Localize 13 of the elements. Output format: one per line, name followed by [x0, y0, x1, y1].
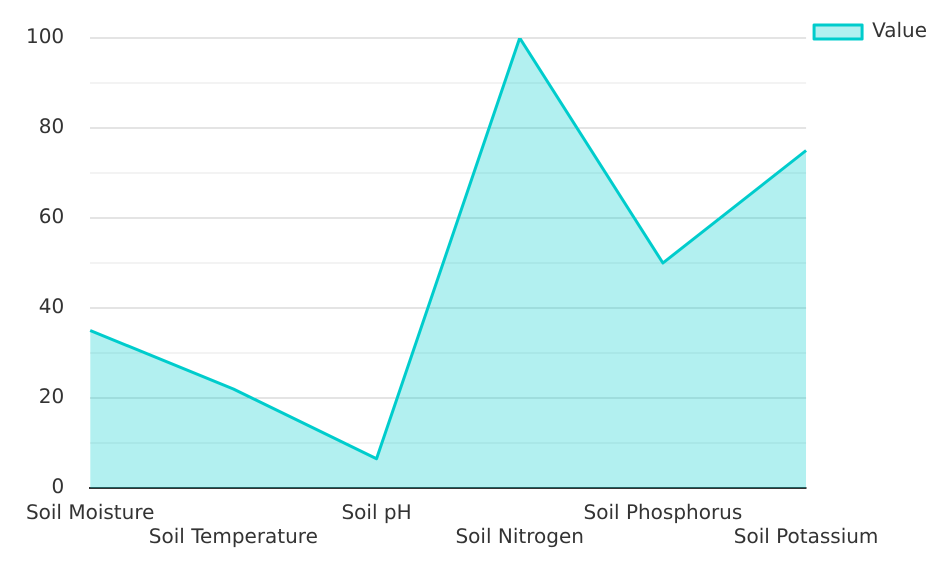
x-tick-label: Soil Nitrogen [455, 524, 584, 548]
y-tick-label: 80 [38, 114, 64, 138]
x-tick-label: Soil Moisture [26, 500, 154, 524]
x-tick-label: Soil Phosphorus [584, 500, 742, 524]
x-tick-label: Soil Temperature [148, 524, 318, 548]
y-tick-label: 100 [26, 24, 64, 48]
y-tick-label: 40 [38, 294, 64, 318]
x-tick-label: Soil pH [341, 500, 412, 524]
y-tick-label: 60 [38, 204, 64, 228]
x-tick-label: Soil Potassium [734, 524, 878, 548]
y-tick-label: 0 [51, 474, 64, 498]
legend-label: Value [872, 18, 927, 42]
y-tick-label: 20 [38, 384, 64, 408]
